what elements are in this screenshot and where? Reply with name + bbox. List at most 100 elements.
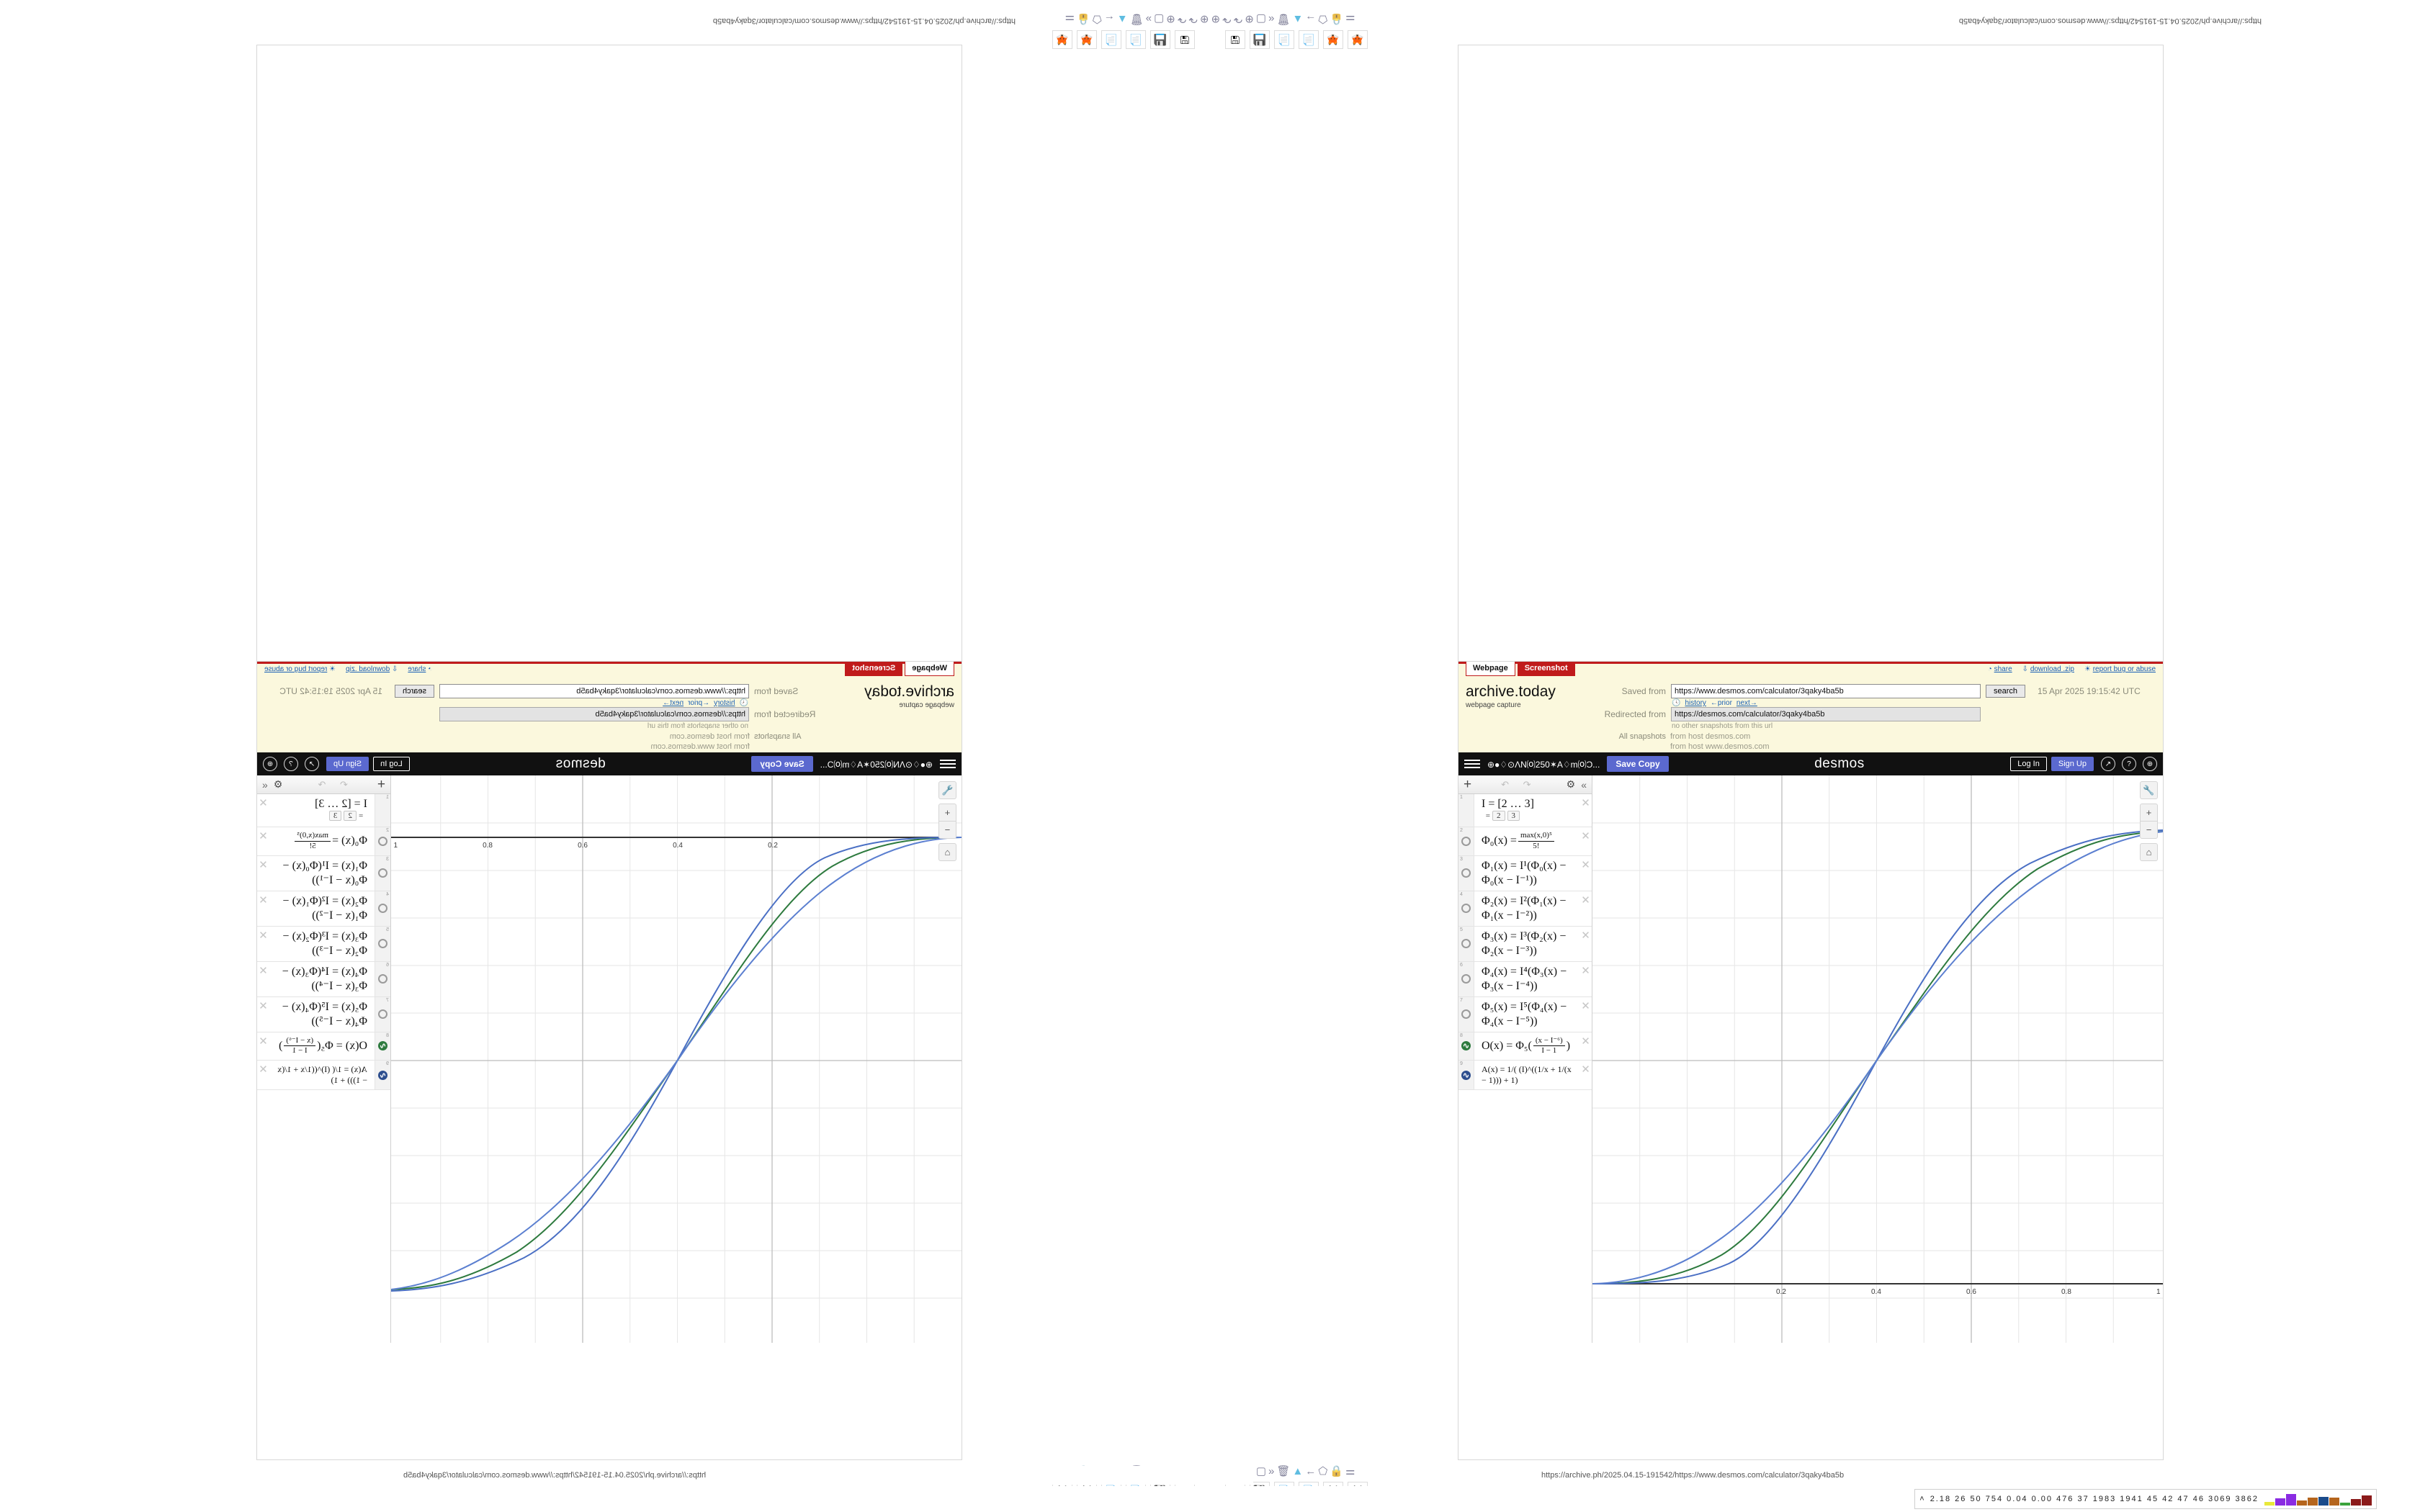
archive-actions[interactable]: ◔ share ⇩ download .zip ☀ report bug or … xyxy=(1988,665,2156,673)
share-icon[interactable]: ↗ xyxy=(305,757,319,771)
history-link[interactable]: history xyxy=(714,699,735,707)
header-icon-group[interactable]: ↗ ? ⊕ xyxy=(263,757,319,771)
save-green-icon[interactable]: 🖫 xyxy=(1225,30,1245,49)
expression-list-panel[interactable]: + ↶ ↷ ⚙ « 1 I = [2 … 3] = 2 3 ✕ xyxy=(1458,775,1592,1343)
help-icon[interactable]: ? xyxy=(284,757,298,771)
chevrons-left-icon[interactable]: « xyxy=(1268,13,1275,26)
close-icon[interactable]: ✕ xyxy=(1581,830,1590,842)
report-action[interactable]: ☀ report bug or abuse xyxy=(264,665,336,673)
sign-up-button[interactable]: Sign Up xyxy=(2051,757,2094,771)
close-icon[interactable]: ✕ xyxy=(259,964,268,977)
add-expression-button[interactable]: + xyxy=(377,777,385,792)
save-green-icon[interactable]: 🖫 xyxy=(1175,30,1195,49)
host-link-2[interactable]: from host www.desmos.com xyxy=(1670,742,1770,751)
log-in-button[interactable]: Log In xyxy=(2010,757,2047,771)
graph-controls[interactable]: 🔧 + − ⌂ xyxy=(2140,781,2158,861)
chevrons-right-icon[interactable]: » xyxy=(1145,13,1152,26)
close-icon[interactable]: ✕ xyxy=(259,894,268,906)
expression-math[interactable]: I = [2 … 3] = 2 3 xyxy=(269,794,375,827)
list-item[interactable]: 3 Φ₁(x) = I¹(Φ₀(x) − Φ₀(x − I⁻¹)) ✕ xyxy=(257,855,390,891)
plot-toggle[interactable]: ∿ xyxy=(1461,1041,1471,1051)
search-button[interactable]: search xyxy=(1986,685,2026,698)
globe-icon[interactable]: ⊕ xyxy=(1166,13,1175,25)
next-link[interactable]: next→ xyxy=(663,699,684,707)
redirected-from-row[interactable]: Redirected from https://desmos.com/calcu… xyxy=(264,707,832,721)
list-item[interactable]: 1 I = [2 … 3] = 2 3 ✕ xyxy=(257,794,390,827)
globe-icon[interactable]: ⊕ xyxy=(1199,13,1209,25)
notepad-icon[interactable]: 📄 xyxy=(1101,30,1121,49)
host-link-2[interactable]: from host www.desmos.com xyxy=(650,742,750,751)
expression-math[interactable]: Φ₃(x) = I³(Φ₂(x) − Φ₂(x − I⁻³)) xyxy=(282,930,367,957)
notepad-icon[interactable]: 📄 xyxy=(1299,30,1319,49)
lang-icon[interactable]: ⊕ xyxy=(263,757,277,771)
trash-icon[interactable]: 🗑 xyxy=(1129,13,1144,25)
wrench-icon[interactable]: 🔧 xyxy=(2140,781,2158,799)
firefox-icon[interactable]: 🦊 xyxy=(1052,30,1072,49)
undo-redo-group[interactable]: ↶ ↷ xyxy=(1501,778,1537,790)
expression-list-panel[interactable]: + ↶ ↷ ⚙ « 1 I = [2 … 3] = 2 3 ✕ xyxy=(257,775,391,1343)
window-icon[interactable]: ▢ xyxy=(1154,13,1165,25)
download-action[interactable]: ⇩ download .zip xyxy=(2022,665,2074,673)
graph-canvas[interactable]: 0.2 0.4 0.6 0.8 1 🔧 + − ⌂ xyxy=(391,775,962,1343)
close-icon[interactable]: ✕ xyxy=(259,929,268,942)
close-icon[interactable]: ✕ xyxy=(259,858,268,871)
plot-toggle[interactable]: ∿ xyxy=(378,1041,387,1051)
home-icon[interactable]: ⌂ xyxy=(2140,843,2158,861)
list-item[interactable]: 4 Φ₂(x) = I²(Φ₁(x) − Φ₁(x − I⁻²)) ✕ xyxy=(257,891,390,927)
list-item[interactable]: 5 Φ₃(x) = I³(Φ₂(x) − Φ₂(x − I⁻³)) ✕ xyxy=(257,926,390,962)
list-item[interactable]: 6 Φ₄(x) = I⁴(Φ₃(x) − Φ₃(x − I⁻⁴)) ✕ xyxy=(1458,961,1592,997)
header-icon-group[interactable]: ↗ ? ⊕ xyxy=(2101,757,2157,771)
plot-toggle[interactable] xyxy=(378,1009,387,1019)
share-action[interactable]: ◔ share xyxy=(1987,665,2012,673)
undo-redo-group[interactable]: ↶ ↷ xyxy=(312,778,348,790)
list-item[interactable]: 6 Φ₄(x) = I⁴(Φ₃(x) − Φ₃(x − I⁻⁴)) ✕ xyxy=(257,961,390,997)
log-in-button[interactable]: Log In xyxy=(373,757,410,771)
loop-icon[interactable]: ↷ xyxy=(1177,13,1187,25)
url-bar-bottom-left[interactable]: https://archive.ph/2025.04.15-191542/htt… xyxy=(403,1466,1253,1485)
arrow-left-icon[interactable]: ← xyxy=(1305,1464,1317,1477)
archive-tabs[interactable]: Webpage Screenshot xyxy=(845,662,954,676)
saved-from-input[interactable]: https://www.desmos.com/calculator/3qaky4… xyxy=(439,684,749,698)
close-icon[interactable]: ✕ xyxy=(1581,964,1590,977)
close-icon[interactable]: ✕ xyxy=(259,1035,268,1048)
list-item[interactable]: 8∿ O(x) = Φ₅ ((x − I⁻⁶)I − 1) ✕ xyxy=(257,1032,390,1061)
list-item[interactable]: 4 Φ₂(x) = I²(Φ₁(x) − Φ₁(x − I⁻²)) ✕ xyxy=(1458,891,1592,927)
zoom-in-button[interactable]: + xyxy=(2140,804,2158,821)
gear-icon[interactable]: ⚙ xyxy=(273,778,283,790)
url-bar-top-left[interactable]: https://archive.ph/2025.04.15-191542/htt… xyxy=(166,12,1016,30)
close-icon[interactable]: ✕ xyxy=(259,797,268,809)
plot-toggle[interactable]: ∿ xyxy=(1461,1070,1471,1080)
url-bar-bottom-right[interactable]: https://archive.ph/2025.04.15-191542/htt… xyxy=(1541,1466,2391,1485)
plot-toggle[interactable] xyxy=(1461,904,1471,913)
close-icon[interactable]: ✕ xyxy=(1581,1063,1590,1076)
close-icon[interactable]: ✕ xyxy=(259,999,268,1012)
lang-icon[interactable]: ⊕ xyxy=(2143,757,2157,771)
share-action[interactable]: ◔ share xyxy=(408,665,433,673)
sliders-icon[interactable]: ⚌ xyxy=(1065,13,1075,25)
chevrons-right-icon[interactable]: » xyxy=(1268,1464,1275,1477)
plot-toggle[interactable] xyxy=(1461,868,1471,878)
plot-toggle[interactable] xyxy=(378,836,387,846)
prior-link[interactable]: ←prior xyxy=(1710,699,1732,707)
globe-icon[interactable]: ⊕ xyxy=(1211,13,1221,25)
plot-toggle[interactable] xyxy=(1461,1009,1471,1019)
expression-toolbar[interactable]: + ↶ ↷ ⚙ « xyxy=(1458,775,1592,794)
expression-math[interactable]: Φ₅(x) = I⁵(Φ₄(x) − Φ₄(x − I⁻⁵)) xyxy=(282,1000,367,1027)
notepad-icon[interactable]: 📄 xyxy=(1274,30,1294,49)
plot-toggle[interactable]: ∿ xyxy=(378,1070,387,1080)
close-icon[interactable]: ✕ xyxy=(1581,999,1590,1012)
prior-link[interactable]: ←prior xyxy=(688,699,710,707)
history-link[interactable]: history xyxy=(1685,699,1706,707)
sliders-icon[interactable]: ⚌ xyxy=(1345,1465,1355,1477)
collapse-button[interactable]: « xyxy=(262,778,268,791)
close-icon[interactable]: ✕ xyxy=(1581,797,1590,809)
plot-toggle[interactable] xyxy=(378,904,387,913)
expression-rows[interactable]: 1 I = [2 … 3] = 2 3 ✕ 2 Φ₀(x) = xyxy=(1458,794,1592,1343)
expression-math[interactable]: Φ₂(x) = I²(Φ₁(x) − Φ₁(x − I⁻²)) xyxy=(282,894,367,922)
lock-icon[interactable]: 🔒 xyxy=(1330,1465,1343,1477)
host-link-1[interactable]: from host desmos.com xyxy=(1670,732,1751,741)
plot-toggle[interactable] xyxy=(1461,939,1471,948)
home-icon[interactable]: ⌂ xyxy=(938,843,956,861)
plot-toggle[interactable] xyxy=(378,974,387,984)
